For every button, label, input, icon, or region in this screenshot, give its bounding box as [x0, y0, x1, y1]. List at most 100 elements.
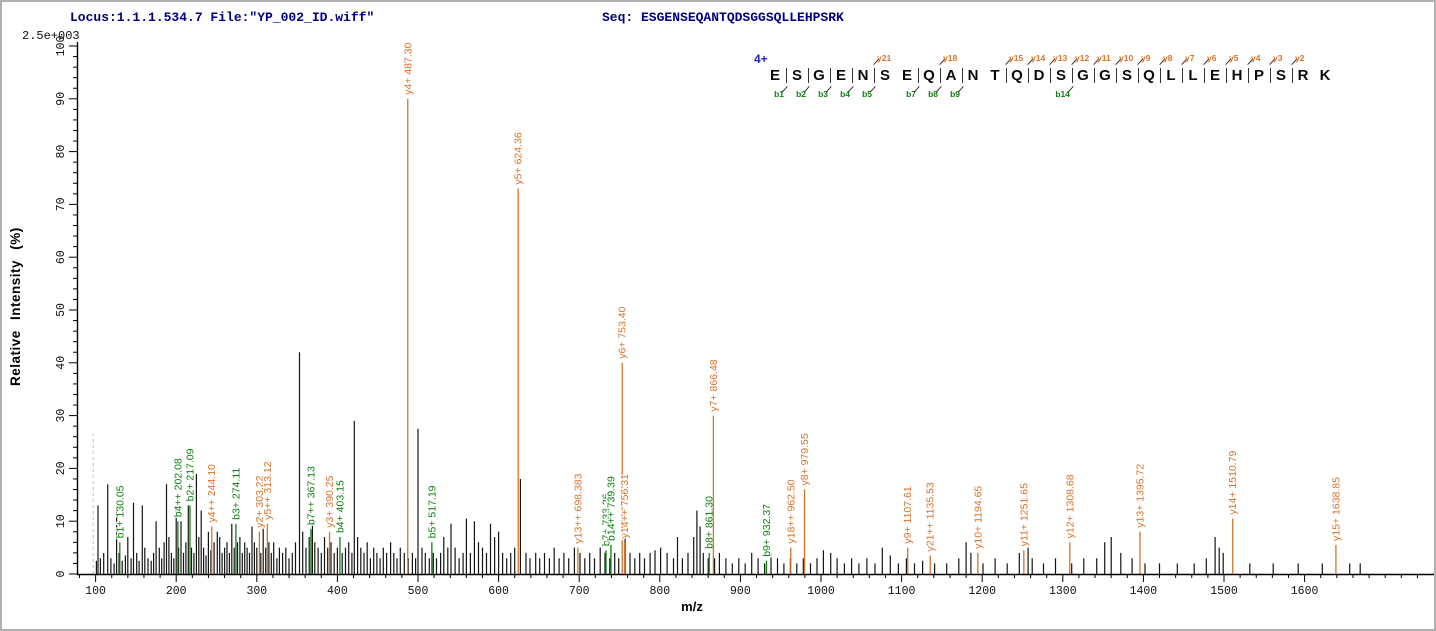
x-tick-label: 1000 — [807, 585, 835, 598]
fragment-boundary-17: y9 — [1138, 53, 1150, 83]
peak-y9+: y9+ 1107.61 — [901, 485, 916, 574]
peak-label: b9+ 932.37 — [761, 504, 773, 557]
b-ion-label-b7: b7 — [906, 89, 916, 99]
y-tick-label: 100 — [55, 36, 68, 57]
fragment-boundary-3: b3 — [818, 68, 831, 99]
b-ion-label-b4: b4 — [840, 89, 850, 99]
locus-file-header: Locus:1.1.1.534.7 File:"YP_002_ID.wiff" — [70, 10, 375, 25]
peak-label: y14+ 1510.79 — [1227, 450, 1239, 514]
peak-label: y3+ 390.25 — [324, 475, 336, 527]
x-tick-label: 400 — [327, 585, 348, 598]
peak-b2+: b2+ 217.09 — [183, 447, 198, 574]
fragment-boundary-22: y4 — [1248, 53, 1260, 83]
peak-y14+: y14+ 1510.79 — [1226, 449, 1241, 574]
peak-label: y21++ 1135.53 — [925, 482, 937, 551]
y-tick-label: 90 — [55, 92, 68, 106]
residue-10-N: N — [967, 67, 979, 84]
fragment-boundary-20: y6 — [1204, 53, 1216, 83]
peak-label: y10+ 1194.65 — [972, 486, 984, 549]
residue-26-K: K — [1319, 67, 1331, 84]
peak-label: y5+ 624.36 — [513, 132, 525, 184]
y-ion-label-y8: y8 — [1163, 53, 1173, 63]
b-ion-label-b9: b9 — [950, 89, 960, 99]
fragment-boundary-5: y21 b5 — [862, 53, 891, 99]
y-tick-label: 80 — [55, 145, 68, 159]
fragment-boundary-4: b4 — [840, 68, 853, 99]
y-ion-label-y5: y5 — [1229, 53, 1239, 63]
y-tick-label: 40 — [55, 356, 68, 370]
x-tick-label: 1400 — [1130, 585, 1158, 598]
peak-y5+: y5+ 624.36 — [511, 131, 526, 574]
y-ion-label-y15: y15 — [1009, 53, 1024, 63]
x-tick-label: 1200 — [968, 585, 996, 598]
b-ion-label-b14: b14 — [1055, 89, 1070, 99]
peak-y15+: y15+ 1638.85 — [1329, 475, 1344, 574]
fragment-boundary-16: y10 — [1116, 53, 1133, 83]
peak-label: b4+ 403.15 — [334, 480, 346, 533]
y-ion-label-y10: y10 — [1119, 53, 1134, 63]
max-intensity-label: 2.5e+003 — [22, 29, 80, 43]
fragment-boundary-14: y12 b14 — [1055, 53, 1089, 99]
y-tick-label: 60 — [55, 250, 68, 264]
fragment-boundary-1: b1 — [774, 68, 787, 99]
fragment-boundary-12: y14 — [1028, 53, 1045, 83]
b-ion-label-b3: b3 — [818, 89, 828, 99]
peak-label: y6+ 753.40 — [617, 306, 629, 358]
sequence-header: Seq: ESGENSEQANTQDSGGSQLLEHPSRK — [602, 10, 844, 25]
residue-6-S: S — [879, 67, 890, 84]
peak-label: b3+ 274.11 — [230, 468, 242, 520]
x-tick-label: 1600 — [1291, 585, 1319, 598]
peak-label: y5++ 313.12 — [262, 461, 274, 520]
x-tick-label: 300 — [246, 585, 267, 598]
fragment-boundary-2: b2 — [796, 68, 809, 99]
peak-b3+: b3+ 274.11 — [229, 466, 244, 574]
noise-peaks — [95, 352, 1361, 574]
peak-y14++: y14++ 756.31 — [618, 472, 633, 574]
precursor-charge-label: 4+ — [754, 52, 768, 66]
peak-label: b5+ 517.19 — [426, 485, 438, 538]
peak-y4+: y4+ 487.30 — [401, 41, 416, 574]
peak-y3+: y3+ 390.25 — [323, 474, 338, 574]
x-tick-label: 500 — [408, 585, 429, 598]
x-tick-label: 200 — [166, 585, 187, 598]
fragment-boundary-23: y3 — [1270, 53, 1282, 83]
y-ion-label-y11: y11 — [1097, 53, 1111, 63]
peak-label: b7+ 733.26 — [601, 493, 613, 546]
peak-label: y18++ 962.50 — [785, 479, 797, 543]
peak-label: b1+ 130.05 — [114, 485, 126, 538]
peak-y21++: y21++ 1135.53 — [923, 481, 938, 574]
peak-y8+: y8+ 979.55 — [798, 432, 813, 574]
peak-label: b4++ 202.08 — [172, 458, 184, 517]
y-axis-title: Relative Intensity (%) — [8, 227, 23, 387]
peak-y11+: y11+ 1251.65 — [1017, 481, 1032, 574]
y-tick-label: 20 — [55, 461, 68, 475]
y-ion-label-y14: y14 — [1031, 53, 1046, 63]
residue-25-R: R — [1297, 67, 1309, 84]
y-tick-label: 70 — [55, 197, 68, 211]
x-tick-label: 1500 — [1210, 585, 1238, 598]
y-ion-label-y4: y4 — [1251, 53, 1261, 63]
peak-y7+: y7+ 866.48 — [706, 358, 721, 574]
y-tick-label: 50 — [55, 303, 68, 317]
peak-b4++: b4++ 202.08 — [171, 457, 186, 574]
peak-b9+: b9+ 932.37 — [759, 502, 774, 574]
b-ion-label-b8: b8 — [928, 89, 938, 99]
y-ion-label-y6: y6 — [1207, 53, 1217, 63]
